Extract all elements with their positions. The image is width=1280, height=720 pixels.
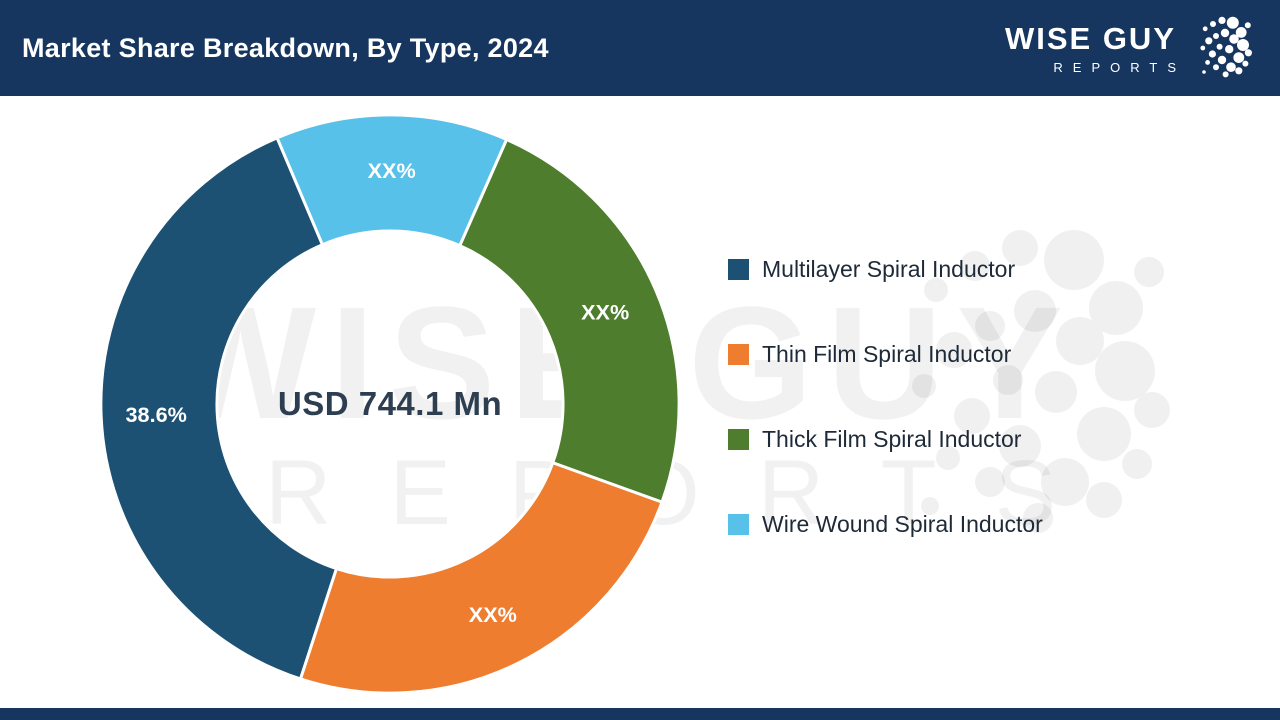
segment-percent-label: XX% — [581, 300, 629, 325]
segment-percent-label: XX% — [469, 602, 517, 627]
donut-segment-4 — [99, 136, 338, 681]
legend-label: Multilayer Spiral Inductor — [762, 256, 1016, 282]
legend-item-wire-wound: Wire Wound Spiral Inductor — [728, 511, 1043, 538]
footer-bar — [0, 708, 1280, 720]
logo-subtitle: REPORTS — [1053, 59, 1186, 75]
legend-item-thin-film: Thin Film Spiral Inductor — [728, 341, 1043, 368]
legend-item-thick-film: Thick Film Spiral Inductor — [728, 426, 1043, 453]
legend-swatch — [728, 429, 749, 450]
header-bar: Market Share Breakdown, By Type, 2024 WI… — [0, 0, 1280, 96]
donut-segment-3 — [298, 461, 664, 695]
page-title: Market Share Breakdown, By Type, 2024 — [22, 32, 549, 63]
legend-label: Thick Film Spiral Inductor — [762, 426, 1022, 452]
chart-area: WISE GUY REPORTS XX% XX% XX% 38.6% USD 744.… — [0, 96, 1280, 708]
donut-segment-2 — [458, 138, 681, 504]
donut-svg: XX% XX% XX% 38.6% — [99, 113, 681, 695]
legend-label: Thin Film Spiral Inductor — [762, 341, 1012, 367]
logo: WISE GUY REPORTS — [1005, 8, 1258, 88]
legend: Multilayer Spiral Inductor Thin Film Spi… — [728, 256, 1043, 538]
legend-item-multilayer: Multilayer Spiral Inductor — [728, 256, 1043, 283]
segment-percent-label: 38.6% — [126, 402, 187, 427]
logo-wordmark: WISE GUY — [1004, 20, 1176, 56]
logo-text: WISE GUY REPORTS — [1005, 23, 1176, 74]
donut-chart: XX% XX% XX% 38.6% USD 744.1 Mn — [95, 109, 685, 699]
legend-swatch — [728, 344, 749, 365]
segment-percent-label: XX% — [368, 158, 416, 183]
legend-swatch — [728, 259, 749, 280]
legend-label: Wire Wound Spiral Inductor — [762, 511, 1043, 537]
logo-face-icon — [1200, 16, 1252, 78]
legend-swatch — [728, 514, 749, 535]
